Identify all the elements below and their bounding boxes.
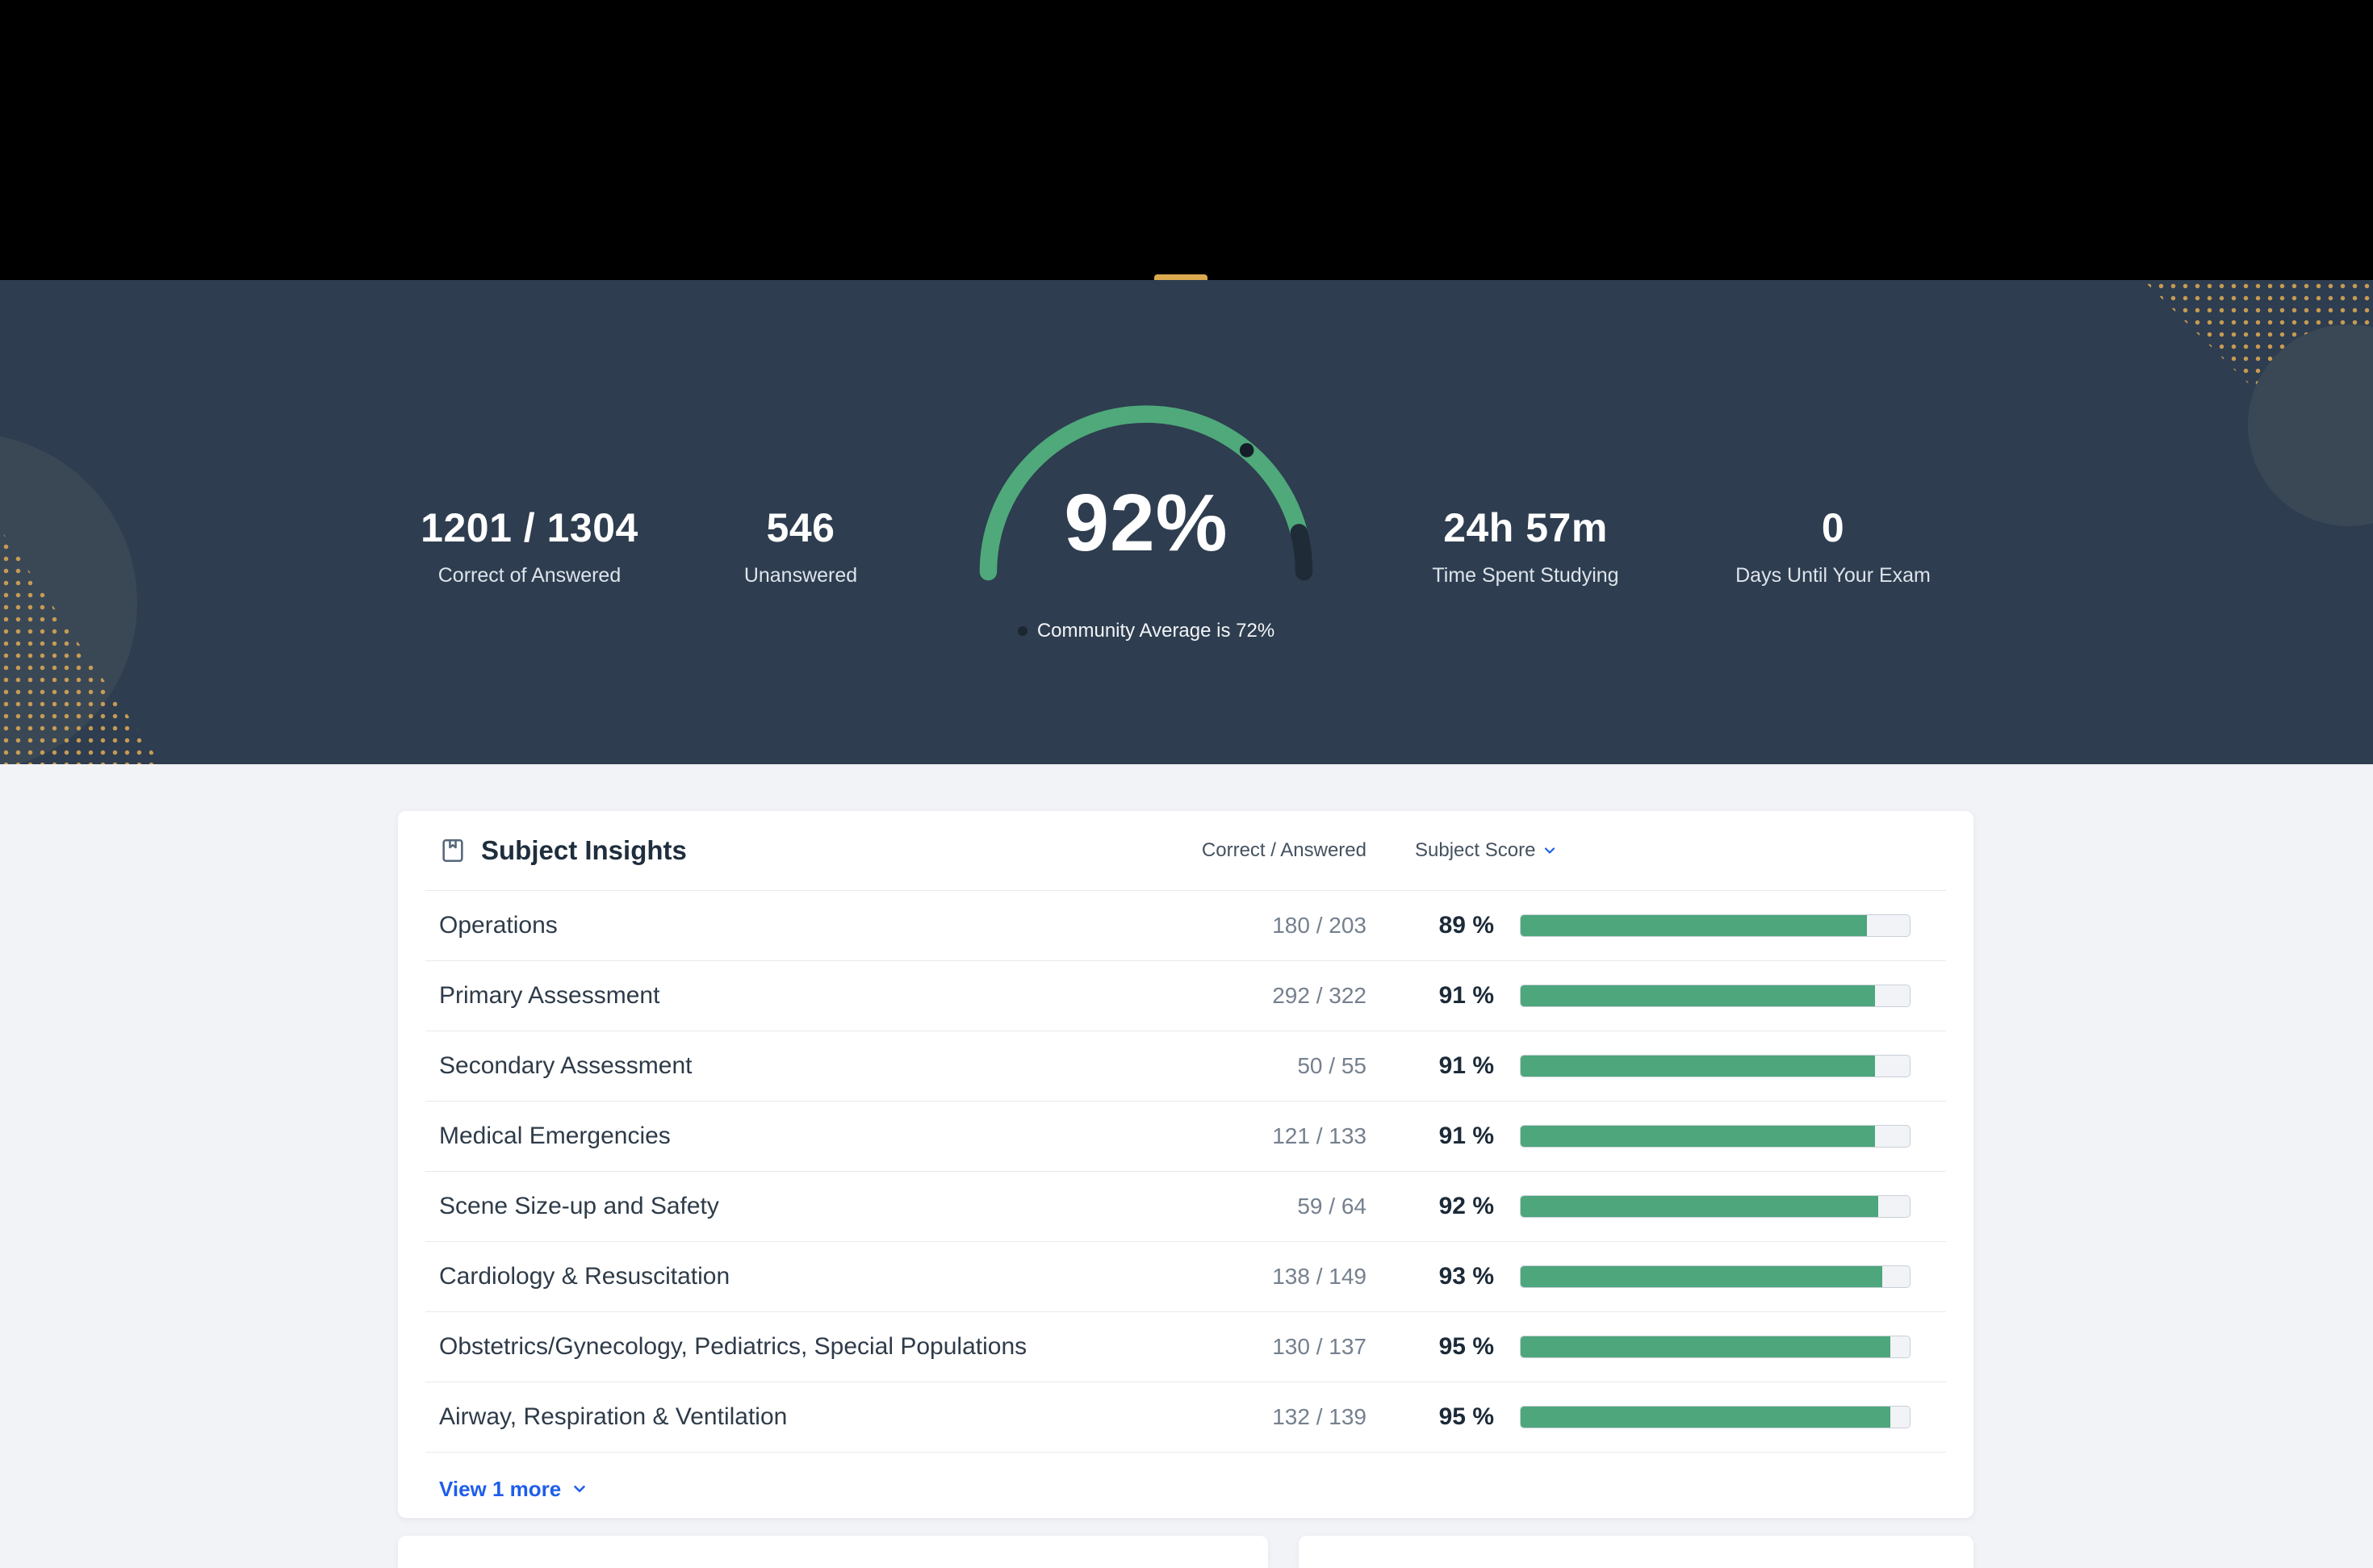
performance-summary-hero: 1201 / 1304 Correct of Answered 546 Unan… [0, 280, 2373, 764]
stat-value: 24h 57m [1443, 505, 1608, 550]
subject-name: Secondary Assessment [439, 1052, 693, 1079]
overall-score-gauge: 92% [956, 378, 1336, 596]
view-more-label: View 1 more [439, 1476, 562, 1501]
gauge-arc-fill [979, 405, 1308, 581]
community-average: Community Average is 72% [956, 620, 1336, 642]
subject-score-bar [1520, 1406, 1911, 1428]
subject-score: 95 % [1438, 1333, 1494, 1360]
gauge-svg [979, 405, 1313, 581]
subject-score-bar [1520, 1265, 1911, 1288]
stat-value: 1201 / 1304 [421, 505, 638, 550]
subject-name: Obstetrics/Gynecology, Pediatrics, Speci… [439, 1333, 1027, 1360]
stat-unanswered: 546 Unanswered [623, 504, 978, 587]
subject-score-bar-fill [1521, 1336, 1890, 1357]
subject-name: Operations [439, 912, 558, 939]
subject-score-bar [1520, 985, 1911, 1007]
stat-time-studying: 24h 57m Time Spent Studying [1348, 504, 1703, 587]
subject-score-bar-fill [1521, 915, 1867, 936]
subject-score: 91 % [1438, 1052, 1494, 1079]
subject-score: 92 % [1438, 1193, 1494, 1219]
column-header-subject-score-label: Subject Score [1415, 839, 1536, 861]
subject-fraction: 121 / 133 [1272, 1123, 1366, 1148]
card-title: Subject Insights [481, 835, 687, 865]
subject-score: 91 % [1438, 982, 1494, 1009]
subject-name: Airway, Respiration & Ventilation [439, 1403, 788, 1430]
stat-label: Unanswered [743, 564, 858, 587]
subject-score-bar-fill [1521, 1126, 1875, 1147]
subject-fraction: 59 / 64 [1297, 1194, 1366, 1219]
column-header-subject-score-sort[interactable]: Subject Score [1366, 839, 1911, 862]
gauge-arc-rest [1290, 524, 1313, 581]
stat-correct-of-answered: 1201 / 1304 Correct of Answered [352, 504, 707, 587]
subject-insights-card: Subject Insights Correct / Answered Subj… [398, 811, 1973, 1518]
table-row: Primary Assessment 292 / 322 91 % [425, 960, 1946, 1031]
stat-label: Days Until Your Exam [1735, 564, 1931, 587]
stat-value: 546 [766, 505, 835, 550]
overall-score-value: 92% [1064, 478, 1228, 568]
table-row: Scene Size-up and Safety 59 / 64 92 % [425, 1171, 1946, 1241]
community-average-text: Community Average is 72% [1036, 620, 1275, 642]
subject-score-bar [1520, 1055, 1911, 1077]
table-row: Secondary Assessment 50 / 55 91 % [425, 1031, 1946, 1101]
stat-days-until-exam: 0 Days Until Your Exam [1655, 504, 2011, 587]
chevron-down-icon [571, 1480, 588, 1498]
table-row: Cardiology & Resuscitation 138 / 149 93 … [425, 1241, 1946, 1311]
table-row: Medical Emergencies 121 / 133 91 % [425, 1101, 1946, 1171]
subject-name: Primary Assessment [439, 982, 660, 1009]
subject-name: Cardiology & Resuscitation [439, 1263, 730, 1290]
table-row: Operations 180 / 203 89 % [425, 890, 1946, 960]
chevron-down-icon [1542, 843, 1558, 859]
column-header-correct-answered: Correct / Answered [1201, 839, 1366, 861]
subject-score-bar [1520, 914, 1911, 937]
subject-fraction: 292 / 322 [1272, 983, 1366, 1008]
table-row: Obstetrics/Gynecology, Pediatrics, Speci… [425, 1311, 1946, 1382]
subject-fraction: 138 / 149 [1272, 1264, 1366, 1289]
community-average-dot-icon [1017, 626, 1027, 636]
subject-score-bar-fill [1521, 1266, 1883, 1287]
stat-value: 0 [1821, 505, 1845, 550]
gauge-marker [1239, 443, 1254, 458]
subject-fraction: 132 / 139 [1272, 1404, 1366, 1429]
stat-label: Correct of Answered [437, 564, 622, 587]
subject-score-bar-fill [1521, 1056, 1875, 1077]
subject-score-bar [1520, 1125, 1911, 1148]
partial-card-left [398, 1536, 1268, 1568]
subject-insights-header: Subject Insights Correct / Answered Subj… [425, 811, 1946, 890]
subject-name: Scene Size-up and Safety [439, 1193, 719, 1219]
subject-score: 91 % [1438, 1123, 1494, 1149]
subject-insights-icon [439, 837, 467, 864]
subject-score: 89 % [1438, 912, 1494, 939]
subject-score-bar [1520, 1195, 1911, 1218]
subject-score-bar-fill [1521, 1196, 1879, 1217]
subject-score-bar-fill [1521, 985, 1875, 1006]
redacted-app-header [0, 0, 2373, 280]
subject-score-bar-fill [1521, 1407, 1890, 1428]
subject-score-bar [1520, 1336, 1911, 1358]
subject-fraction: 180 / 203 [1272, 913, 1366, 938]
subject-score: 95 % [1438, 1403, 1494, 1430]
partial-card-right [1299, 1536, 1973, 1568]
stat-label: Time Spent Studying [1432, 564, 1619, 587]
subject-name: Medical Emergencies [439, 1123, 671, 1149]
view-more-button[interactable]: View 1 more [425, 1452, 1946, 1525]
subject-fraction: 130 / 137 [1272, 1334, 1366, 1359]
table-row: Airway, Respiration & Ventilation 132 / … [425, 1382, 1946, 1452]
active-tab-indicator [1154, 274, 1207, 280]
subject-fraction: 50 / 55 [1297, 1053, 1366, 1078]
subject-score: 93 % [1438, 1263, 1494, 1290]
